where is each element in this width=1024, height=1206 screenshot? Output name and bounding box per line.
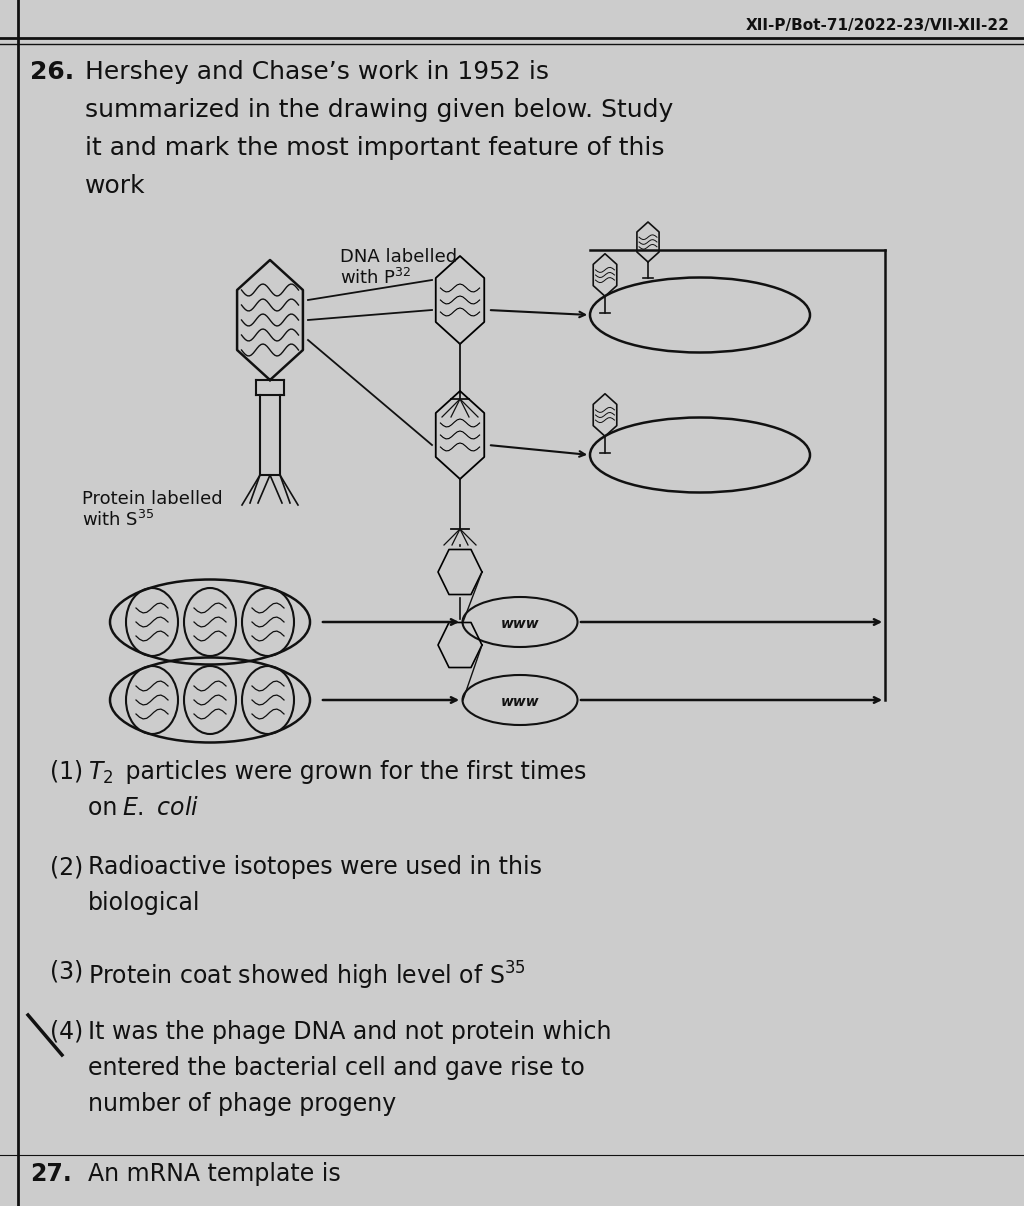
Text: particles were grown for the first times: particles were grown for the first times: [118, 760, 587, 784]
Text: work: work: [85, 174, 145, 198]
Text: Radioactive isotopes were used in this: Radioactive isotopes were used in this: [88, 855, 542, 879]
Text: $T_2$: $T_2$: [88, 760, 114, 786]
Text: (4): (4): [50, 1020, 83, 1044]
Text: www: www: [501, 695, 540, 709]
Text: it and mark the most important feature of this: it and mark the most important feature o…: [85, 136, 665, 160]
Text: $E.\ coli$: $E.\ coli$: [122, 796, 200, 820]
Text: DNA labelled: DNA labelled: [340, 248, 457, 267]
Text: on: on: [88, 796, 125, 820]
Text: summarized in the drawing given below. Study: summarized in the drawing given below. S…: [85, 98, 673, 122]
Text: with P$^{32}$: with P$^{32}$: [340, 268, 412, 288]
Text: number of phage progeny: number of phage progeny: [88, 1091, 396, 1116]
Text: www: www: [501, 617, 540, 631]
Text: with S$^{35}$: with S$^{35}$: [82, 510, 155, 531]
Text: 26.: 26.: [30, 60, 74, 84]
Text: Protein labelled: Protein labelled: [82, 490, 222, 508]
Text: entered the bacterial cell and gave rise to: entered the bacterial cell and gave rise…: [88, 1056, 585, 1081]
Text: XII-P/Bot-71/2022-23/VII-XII-22: XII-P/Bot-71/2022-23/VII-XII-22: [746, 18, 1010, 33]
Text: (1): (1): [50, 760, 83, 784]
Text: Hershey and Chase’s work in 1952 is: Hershey and Chase’s work in 1952 is: [85, 60, 549, 84]
Text: (2): (2): [50, 855, 83, 879]
Text: 27.: 27.: [30, 1163, 72, 1185]
Text: It was the phage DNA and not protein which: It was the phage DNA and not protein whi…: [88, 1020, 611, 1044]
Text: (3): (3): [50, 960, 83, 984]
Text: Protein coat showed high level of S$^{35}$: Protein coat showed high level of S$^{35…: [88, 960, 525, 993]
Text: biological: biological: [88, 891, 201, 915]
Text: An mRNA template is: An mRNA template is: [88, 1163, 341, 1185]
